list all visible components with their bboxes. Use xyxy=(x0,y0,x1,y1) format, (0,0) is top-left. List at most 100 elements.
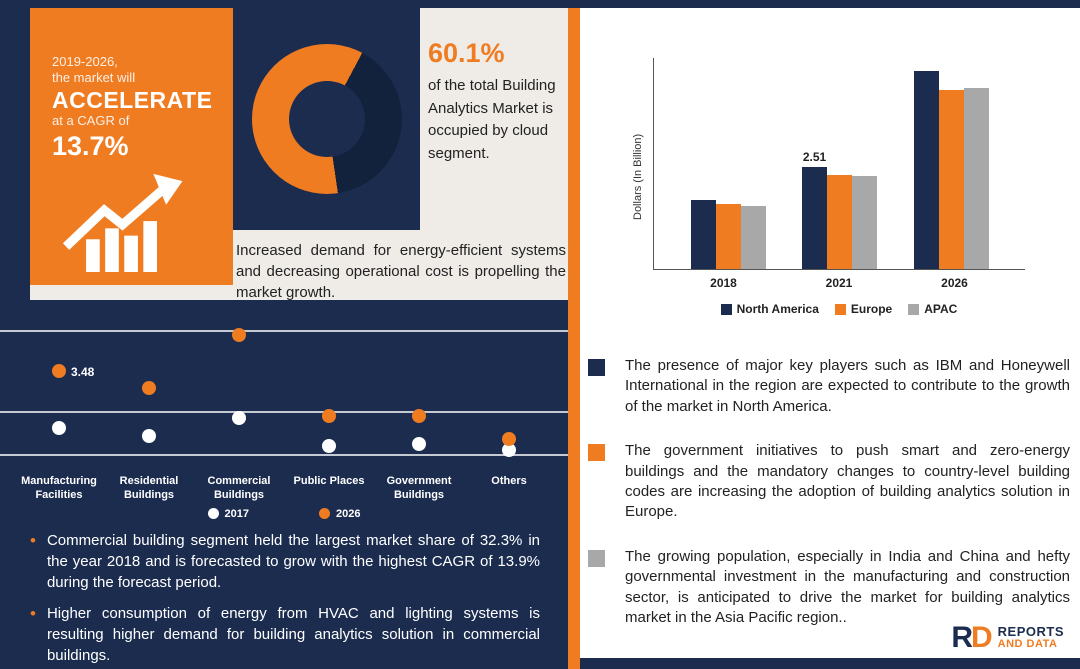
dot-column xyxy=(374,316,464,466)
bar-chart-legend: North America Europe APAC xyxy=(653,302,1025,316)
dot-column xyxy=(104,316,194,466)
dot-chart-legend: 2017 2026 xyxy=(14,508,554,520)
bullet-text: Higher consumption of energy from HVAC a… xyxy=(46,604,540,664)
regional-insights-list: The presence of major key players such a… xyxy=(588,356,1070,652)
bullet-square-icon xyxy=(588,444,605,462)
left-bullet-list: • Commercial building segment held the la… xyxy=(0,520,568,666)
dot-category-label: Public Places xyxy=(293,475,365,487)
gridline xyxy=(0,411,568,413)
reports-and-data-logo: RD REPORTS AND DATA xyxy=(951,623,1064,653)
dot-category-label: Commercial Buildings xyxy=(207,475,271,502)
dot-column: 3.48 xyxy=(14,316,104,466)
bar-x-labels: 2018 2021 2026 xyxy=(653,276,1025,290)
cagr-highlight-box: 2019-2026, the market will ACCELERATE at… xyxy=(30,8,233,285)
legend-label: APAC xyxy=(924,302,958,316)
left-edge-strip xyxy=(0,8,30,300)
bullet-text: The government initiatives to push smart… xyxy=(625,442,1070,521)
legend-label: North America xyxy=(736,302,819,316)
cagr-label: at a CAGR of xyxy=(52,112,130,128)
data-point-dot xyxy=(412,408,426,423)
data-point-dot xyxy=(502,442,516,457)
demand-note: Increased demand for energy-efficient sy… xyxy=(236,242,566,301)
bar xyxy=(827,175,852,269)
bar-value-label: 2.51 xyxy=(802,149,827,164)
legend-item: Europe xyxy=(834,302,892,316)
list-item: The government initiatives to push smart… xyxy=(588,441,1070,523)
dot-category-labels: Manufacturing Facilities Residential Buil… xyxy=(14,474,554,503)
legend-swatch xyxy=(207,508,219,520)
cagr-lead-text: the market will xyxy=(52,70,136,86)
bar xyxy=(852,176,877,269)
list-item: • Higher consumption of energy from HVAC … xyxy=(30,603,540,666)
legend-swatch xyxy=(319,508,330,520)
cloud-stat: 60.1% of the total Building Analytics Ma… xyxy=(428,38,564,165)
data-point-dot xyxy=(412,437,426,452)
bullet-square-icon xyxy=(588,359,605,376)
legend-swatch xyxy=(908,303,920,315)
bullet-square-icon xyxy=(588,549,605,567)
legend-label: 2017 xyxy=(224,507,249,520)
data-point-dot xyxy=(232,411,246,426)
logo-mark-icon: RD xyxy=(951,621,993,654)
bottom-border-strip xyxy=(580,658,1080,669)
dot-category-label: Government Buildings xyxy=(386,475,452,502)
bar xyxy=(690,199,716,269)
right-section: Dollars (In Billion) 2.51 2018 2021 2026 N… xyxy=(580,8,1080,669)
cloud-donut-chart xyxy=(252,44,402,194)
bullet-text: The presence of major key players such a… xyxy=(625,357,1070,415)
cloud-share-description: of the total Building Analytics Market i… xyxy=(428,77,556,162)
list-item: The presence of major key players such a… xyxy=(588,356,1070,417)
data-point-dot xyxy=(322,438,336,453)
bar xyxy=(740,205,766,269)
regional-bar-chart: Dollars (In Billion) 2.51 2018 2021 2026 N… xyxy=(580,48,1080,338)
bullet-text: Commercial building segment held the lar… xyxy=(46,531,540,591)
data-point-dot xyxy=(52,364,66,379)
bar-category-label: 2018 xyxy=(710,276,737,290)
dot-column xyxy=(284,316,374,466)
accelerate-text: ACCELERATE xyxy=(52,86,213,113)
gridline xyxy=(0,330,568,332)
data-point-dot xyxy=(322,408,336,423)
bar-plot: 2.51 xyxy=(653,58,1025,270)
logo-letter-d: D xyxy=(970,621,993,654)
dot-plot-columns: 3.48 xyxy=(14,316,554,466)
bar-group xyxy=(690,199,766,269)
segment-dot-chart: 3.48 Manufacturing Facilities Residential… xyxy=(0,300,568,520)
lower-navy-section: 3.48 Manufacturing Facilities Residential… xyxy=(0,300,568,669)
list-item: The growing population, especially in In… xyxy=(588,547,1070,629)
bar xyxy=(913,71,939,269)
bar xyxy=(938,89,964,269)
gridline xyxy=(0,454,568,456)
dot-category-label: Residential Buildings xyxy=(119,475,179,502)
logo-text: REPORTS AND DATA xyxy=(998,625,1064,651)
data-point-dot xyxy=(142,429,156,443)
dot-plot-area: 3.48 xyxy=(0,316,568,466)
bar xyxy=(963,87,989,269)
data-point-label: 3.48 xyxy=(71,365,95,380)
legend-item: 2026 xyxy=(319,508,360,520)
dot-column xyxy=(464,316,554,466)
data-point-dot xyxy=(502,431,516,446)
dot-category-label: Others xyxy=(491,475,527,487)
list-item: • Commercial building segment held the la… xyxy=(30,530,540,593)
top-border-strip xyxy=(0,0,1080,8)
bar-chart-y-axis-label: Dollars (In Billion) xyxy=(632,133,644,220)
dot-category-label: Manufacturing Facilities xyxy=(21,475,97,502)
data-point-dot xyxy=(52,420,66,435)
logo-letter-r: R xyxy=(951,621,973,654)
logo-text-reports: REPORTS xyxy=(997,624,1064,640)
legend-item: North America xyxy=(720,302,819,316)
cagr-period: 2019-2026, xyxy=(52,54,118,69)
bar xyxy=(715,203,741,269)
legend-item: APAC xyxy=(908,302,957,316)
bar-category-label: 2021 xyxy=(825,276,853,290)
data-point-dot xyxy=(142,381,156,396)
logo-text-and-data: AND DATA xyxy=(997,638,1058,651)
data-point-dot xyxy=(232,328,246,343)
left-section: 2019-2026, the market will ACCELERATE at… xyxy=(0,8,568,669)
donut-chart-box xyxy=(233,8,420,230)
legend-item: 2017 xyxy=(207,507,249,520)
bullet-dot-icon: • xyxy=(30,530,36,550)
bar: 2.51 xyxy=(802,150,827,269)
bar-group xyxy=(913,71,989,269)
